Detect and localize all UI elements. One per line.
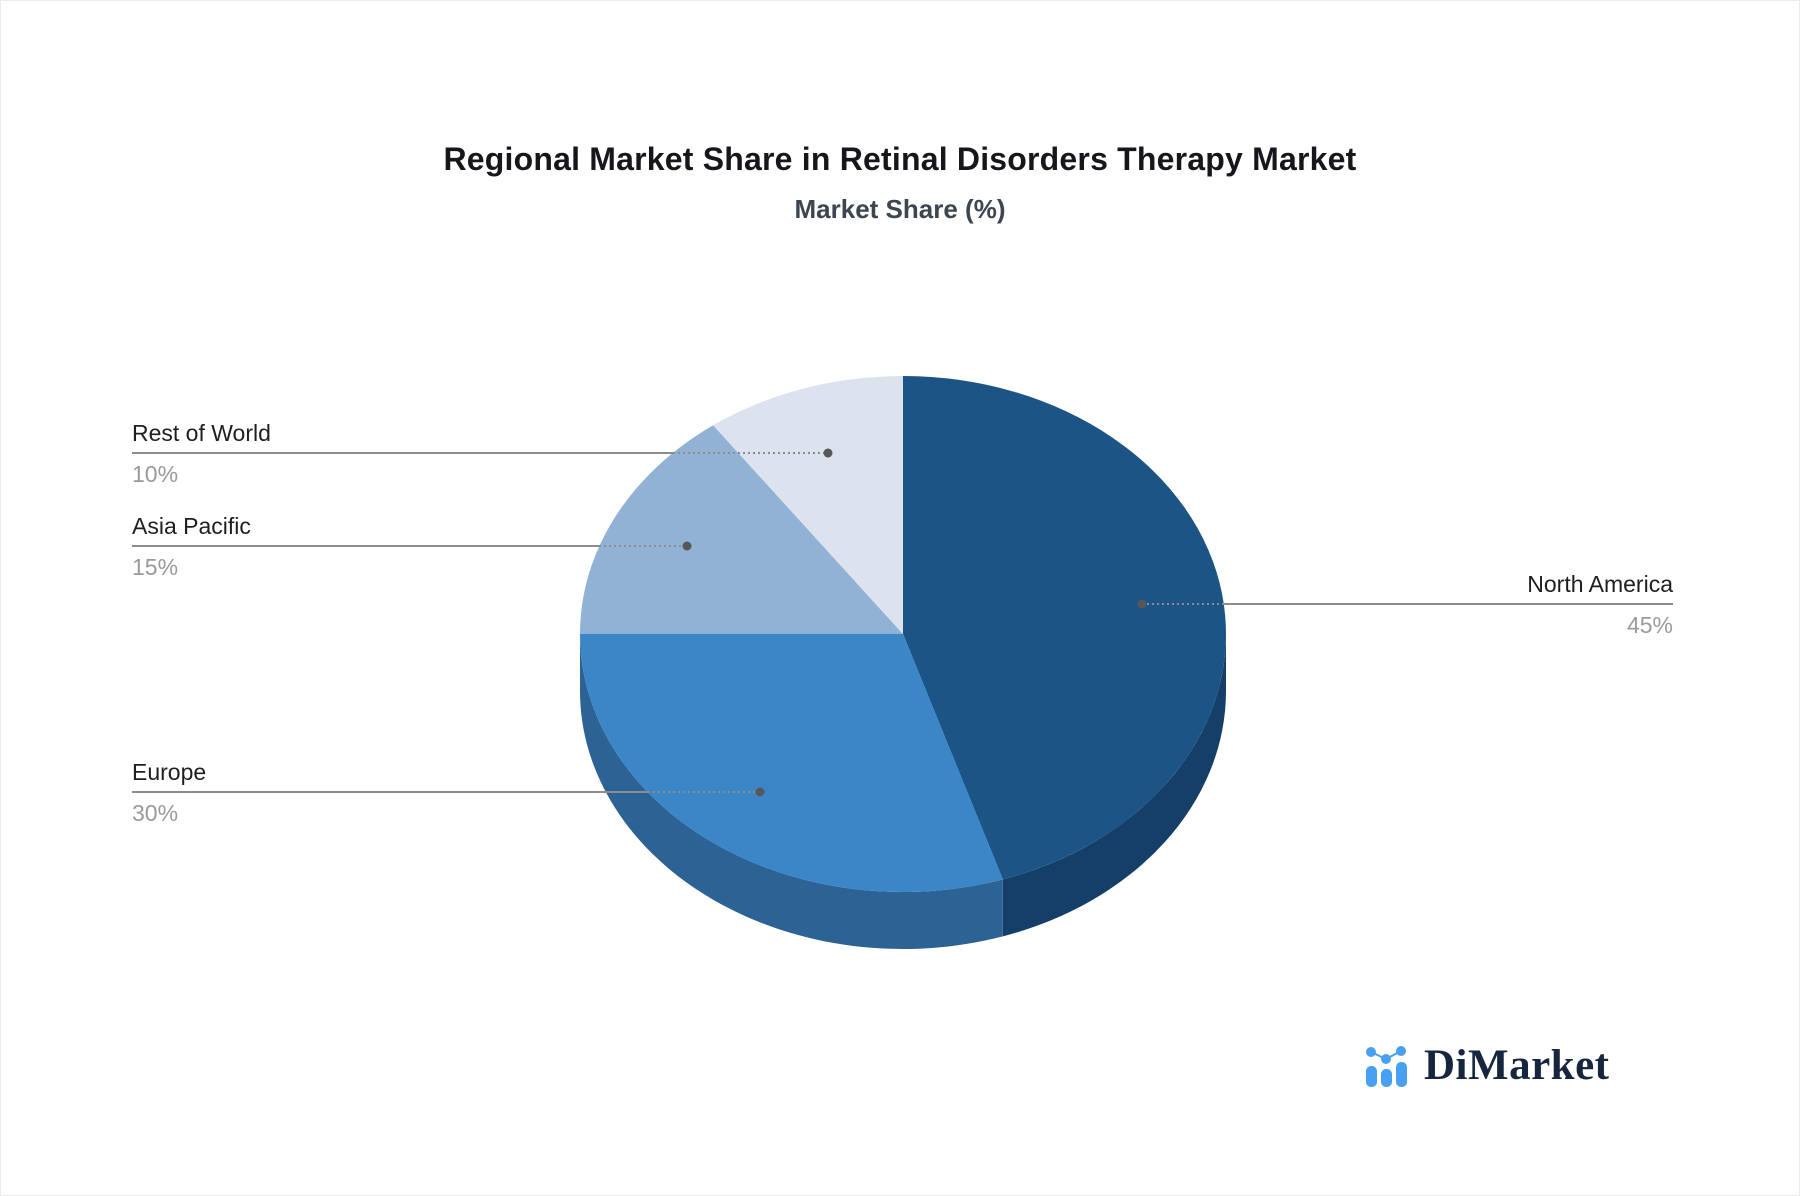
leader-dot-europe	[755, 787, 765, 797]
label-europe: Europe 30%	[132, 758, 206, 827]
slice-label: Europe	[132, 759, 207, 785]
pie-side-europe	[580, 634, 1003, 949]
leader-dot-asia-pacific	[682, 541, 692, 551]
logo-dot-1	[1366, 1047, 1376, 1057]
logo-dot-3	[1396, 1046, 1406, 1056]
slice-label: Asia Pacific	[132, 513, 251, 539]
brand-name: DiMarket	[1424, 1042, 1610, 1089]
label-rest-of-world: Rest of World 10%	[132, 419, 271, 488]
leader-dot-rest-of-world	[823, 448, 833, 458]
bar-chart-logo-icon	[1366, 1046, 1407, 1087]
logo-bar-3	[1396, 1062, 1407, 1087]
pie-slice-rest-of-world[interactable]	[713, 376, 903, 634]
logo-bar-1	[1366, 1066, 1377, 1087]
pie-slice-asia-pacific[interactable]	[580, 425, 903, 634]
chart-subtitle: Market Share (%)	[794, 194, 1006, 224]
pie-slice-europe[interactable]	[580, 634, 1003, 892]
slice-percent: 45%	[1626, 612, 1673, 638]
slice-label: North America	[1527, 571, 1673, 597]
chart-title: Regional Market Share in Retinal Disorde…	[443, 141, 1357, 177]
pie-side-north-america	[1002, 634, 1226, 937]
slice-percent: 10%	[132, 461, 179, 487]
brand-logo: DiMarket	[1365, 1039, 1610, 1089]
slice-percent: 30%	[132, 800, 179, 826]
label-north-america: North America 45%	[1527, 570, 1673, 639]
label-asia-pacific: Asia Pacific 15%	[132, 512, 251, 581]
pie-slice-north-america[interactable]	[903, 376, 1226, 880]
leader-dot-north-america	[1137, 599, 1147, 609]
logo-dot-2	[1381, 1054, 1391, 1064]
slice-label: Rest of World	[132, 420, 271, 446]
logo-bar-2	[1381, 1069, 1392, 1087]
slice-percent: 15%	[132, 554, 179, 580]
